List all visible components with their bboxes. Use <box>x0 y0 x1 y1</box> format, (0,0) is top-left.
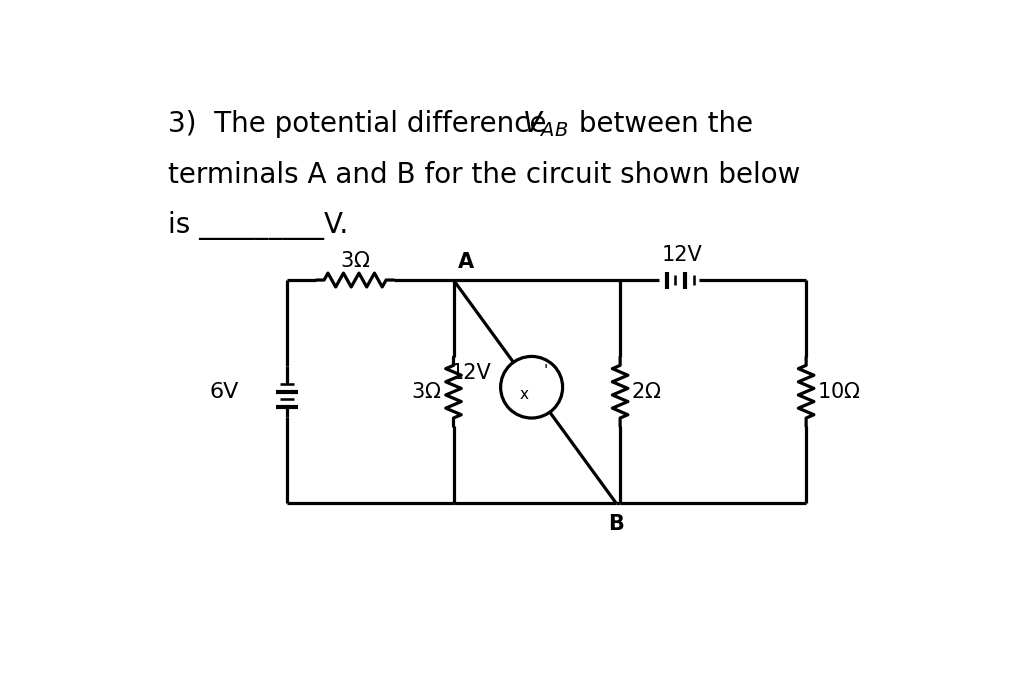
Text: 3)  The potential difference: 3) The potential difference <box>168 110 556 138</box>
Text: 3$\Omega$: 3$\Omega$ <box>411 381 441 401</box>
Text: $V_{AB}$: $V_{AB}$ <box>521 108 568 139</box>
Text: ': ' <box>544 364 548 379</box>
Text: A: A <box>458 252 474 272</box>
Text: 6V: 6V <box>210 381 239 401</box>
Text: 10$\Omega$: 10$\Omega$ <box>817 381 860 401</box>
Text: terminals A and B for the circuit shown below: terminals A and B for the circuit shown … <box>168 160 801 189</box>
Text: between the: between the <box>569 110 753 138</box>
Text: x: x <box>519 388 528 402</box>
Text: 12V: 12V <box>451 363 492 384</box>
Text: 2$\Omega$: 2$\Omega$ <box>631 381 662 401</box>
Text: 12V: 12V <box>662 245 702 265</box>
Text: 3$\Omega$: 3$\Omega$ <box>340 251 371 271</box>
Text: is _________V.: is _________V. <box>168 211 348 240</box>
Text: B: B <box>608 514 625 534</box>
